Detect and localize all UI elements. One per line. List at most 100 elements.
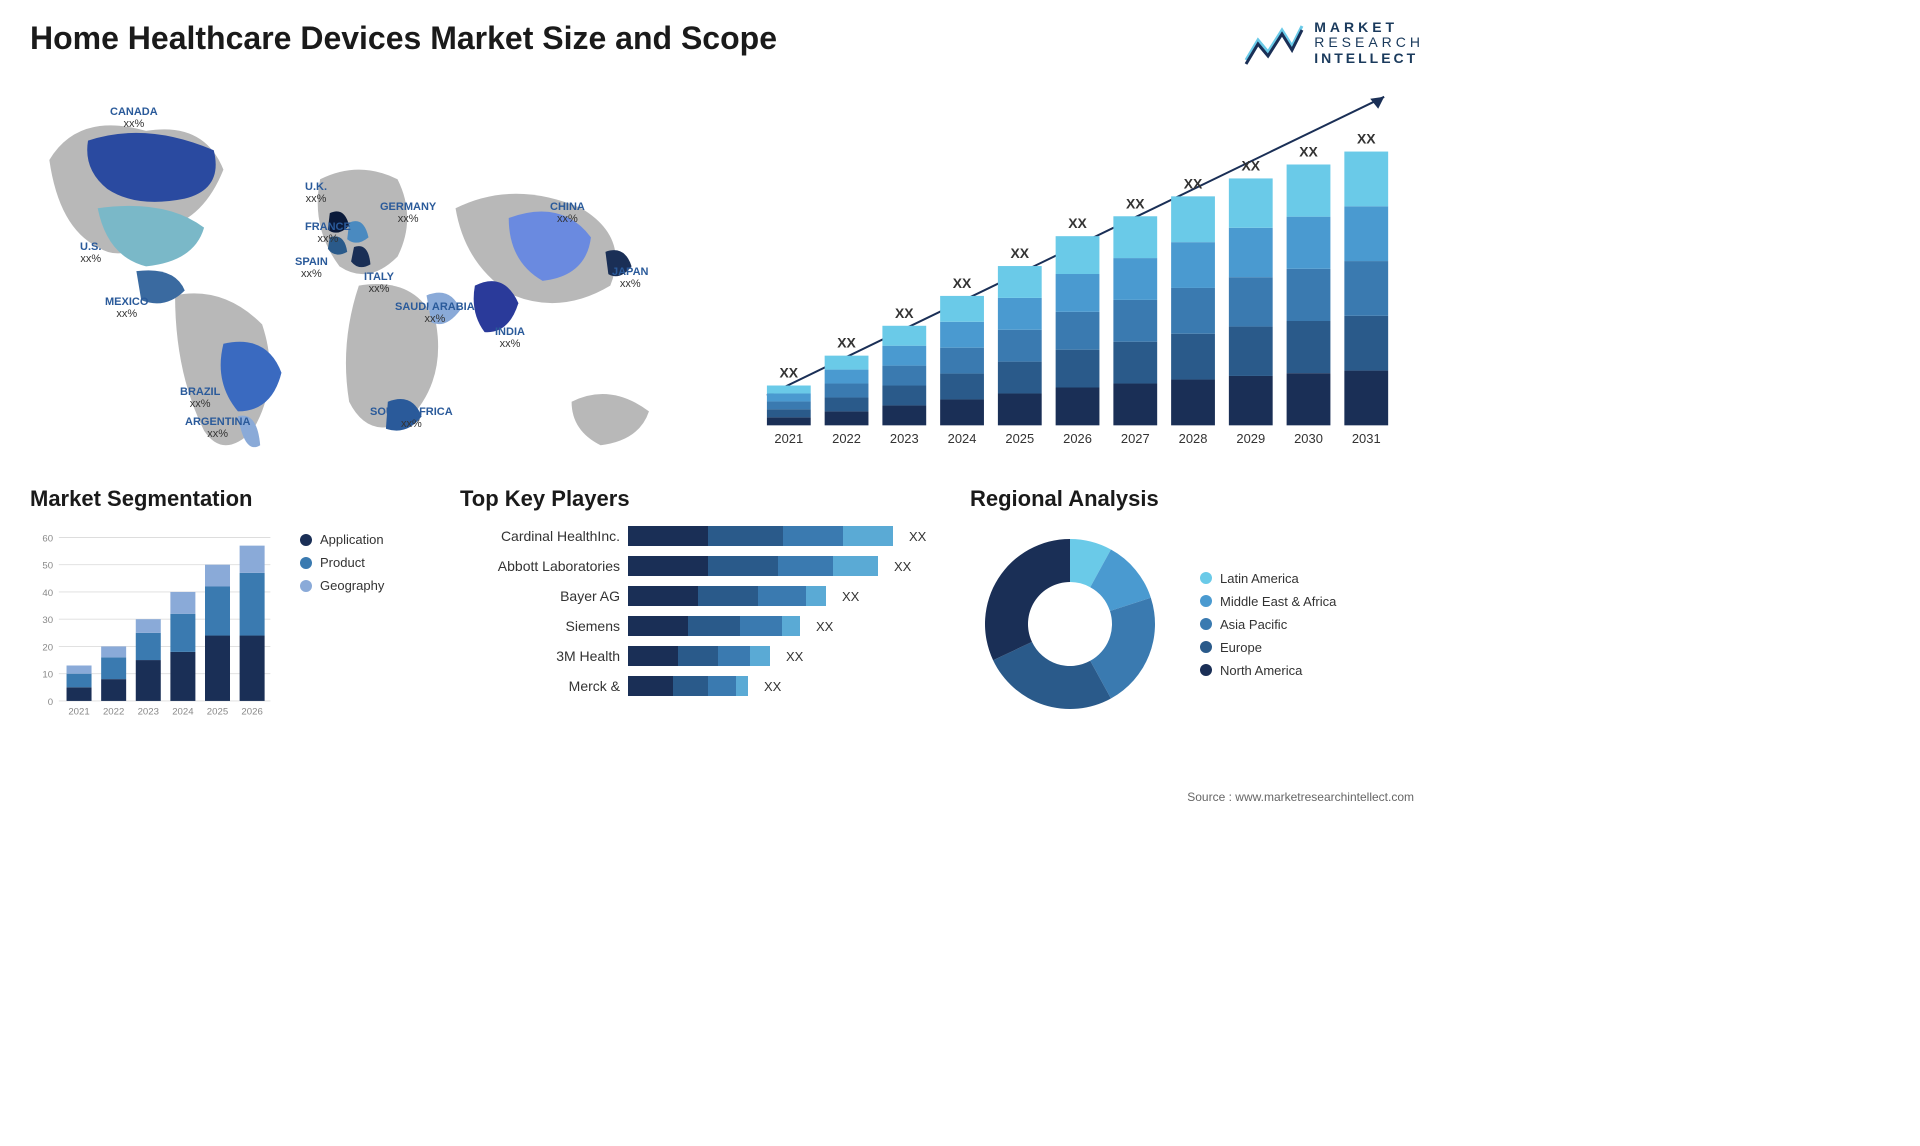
player-name: Merck & <box>460 678 620 694</box>
country-label: INDIAxx% <box>495 326 525 350</box>
svg-text:2028: 2028 <box>1179 431 1208 446</box>
svg-text:2021: 2021 <box>774 431 803 446</box>
player-bar <box>628 646 770 666</box>
regional-legend: Latin America Middle East & Africa Asia Pa… <box>1200 563 1336 686</box>
player-name: Bayer AG <box>460 588 620 604</box>
logo-text-1: MARKET <box>1314 20 1424 35</box>
regional-donut <box>970 524 1170 724</box>
svg-text:XX: XX <box>1068 215 1087 231</box>
svg-text:0: 0 <box>48 697 53 708</box>
svg-text:30: 30 <box>42 615 53 626</box>
players-title: Top Key Players <box>460 486 940 512</box>
svg-text:XX: XX <box>895 305 914 321</box>
legend-item: Latin America <box>1200 571 1336 586</box>
player-name: Siemens <box>460 618 620 634</box>
segmentation-legend: Application Product Geography <box>300 524 384 601</box>
svg-text:XX: XX <box>1357 131 1376 147</box>
regional-title: Regional Analysis <box>970 486 1424 512</box>
svg-text:40: 40 <box>42 588 53 599</box>
svg-text:2026: 2026 <box>241 707 262 718</box>
player-row: Siemens XX <box>460 614 940 638</box>
country-label: JAPANxx% <box>612 266 648 290</box>
country-label: ARGENTINAxx% <box>185 416 250 440</box>
country-label: ITALYxx% <box>364 271 394 295</box>
svg-text:2024: 2024 <box>172 707 194 718</box>
svg-text:2026: 2026 <box>1063 431 1092 446</box>
player-bar <box>628 526 893 546</box>
svg-text:2021: 2021 <box>68 707 89 718</box>
country-label: CHINAxx% <box>550 201 585 225</box>
svg-text:2023: 2023 <box>138 707 159 718</box>
country-label: U.K.xx% <box>305 181 327 205</box>
legend-item: Application <box>300 532 384 547</box>
players-panel: Top Key Players Cardinal HealthInc.XXAbb… <box>460 486 940 724</box>
svg-text:XX: XX <box>837 335 856 351</box>
player-row: Cardinal HealthInc. XX <box>460 524 940 548</box>
svg-text:XX: XX <box>1299 144 1318 160</box>
svg-text:XX: XX <box>780 365 799 381</box>
player-value: XX <box>894 559 911 574</box>
player-value: XX <box>909 529 926 544</box>
player-name: Cardinal HealthInc. <box>460 528 620 544</box>
country-label: BRAZILxx% <box>180 386 220 410</box>
svg-text:2027: 2027 <box>1121 431 1150 446</box>
regional-panel: Regional Analysis Latin America Middle Ea… <box>970 486 1424 724</box>
country-label: SAUDI ARABIAxx% <box>395 301 475 325</box>
legend-item: Asia Pacific <box>1200 617 1336 632</box>
svg-text:50: 50 <box>42 561 53 572</box>
player-row: 3M Health XX <box>460 644 940 668</box>
logo-text-2: RESEARCH <box>1314 35 1424 50</box>
svg-text:XX: XX <box>1011 245 1030 261</box>
svg-text:10: 10 <box>42 670 53 681</box>
svg-text:2025: 2025 <box>1005 431 1034 446</box>
svg-text:2024: 2024 <box>948 431 977 446</box>
legend-item: Europe <box>1200 640 1336 655</box>
country-label: SOUTH AFRICAxx% <box>370 406 453 430</box>
legend-item: Middle East & Africa <box>1200 594 1336 609</box>
legend-item: Geography <box>300 578 384 593</box>
svg-text:XX: XX <box>953 275 972 291</box>
player-value: XX <box>786 649 803 664</box>
svg-text:2025: 2025 <box>207 707 228 718</box>
svg-text:2031: 2031 <box>1352 431 1381 446</box>
segmentation-chart: 0 10 20 30 40 50 60 2021 2022 2023 2024 2025 2026 <box>30 524 280 724</box>
country-label: U.S.xx% <box>80 241 101 265</box>
logo-text-3: INTELLECT <box>1314 51 1424 66</box>
player-row: Bayer AG XX <box>460 584 940 608</box>
player-name: Abbott Laboratories <box>460 558 620 574</box>
legend-item: Product <box>300 555 384 570</box>
player-bar <box>628 616 800 636</box>
segmentation-title: Market Segmentation <box>30 486 430 512</box>
svg-text:20: 20 <box>42 642 53 653</box>
svg-text:60: 60 <box>42 533 53 544</box>
growth-chart: XX 2021 XX 2022 XX 2023 XX 2024 XX 2025 XX 2026 XX 20… <box>747 86 1424 466</box>
svg-text:2022: 2022 <box>832 431 861 446</box>
logo: MARKET RESEARCH INTELLECT <box>1244 20 1424 66</box>
svg-text:XX: XX <box>1184 176 1203 192</box>
country-label: GERMANYxx% <box>380 201 436 225</box>
player-value: XX <box>764 679 781 694</box>
country-label: CANADAxx% <box>110 106 158 130</box>
svg-text:2022: 2022 <box>103 707 124 718</box>
logo-icon <box>1244 20 1304 66</box>
page-title: Home Healthcare Devices Market Size and … <box>30 20 777 57</box>
player-value: XX <box>842 589 859 604</box>
player-name: 3M Health <box>460 648 620 664</box>
svg-text:2030: 2030 <box>1294 431 1323 446</box>
player-row: Abbott Laboratories XX <box>460 554 940 578</box>
svg-text:2023: 2023 <box>890 431 919 446</box>
players-list: Cardinal HealthInc.XXAbbott Laboratories… <box>460 524 940 698</box>
player-bar <box>628 586 826 606</box>
svg-text:XX: XX <box>1241 158 1260 174</box>
world-map-panel: CANADAxx% U.S.xx% MEXICOxx% BRAZILxx% ARGENT… <box>30 86 707 466</box>
segmentation-panel: Market Segmentation 0 10 20 30 40 50 60 2021 202… <box>30 486 430 724</box>
source-text: Source : www.marketresearchintellect.com <box>1187 790 1414 804</box>
player-bar <box>628 676 748 696</box>
player-value: XX <box>816 619 833 634</box>
country-label: SPAINxx% <box>295 256 328 280</box>
country-label: FRANCExx% <box>305 221 351 245</box>
country-label: MEXICOxx% <box>105 296 148 320</box>
legend-item: North America <box>1200 663 1336 678</box>
player-row: Merck & XX <box>460 674 940 698</box>
svg-text:2029: 2029 <box>1236 431 1265 446</box>
